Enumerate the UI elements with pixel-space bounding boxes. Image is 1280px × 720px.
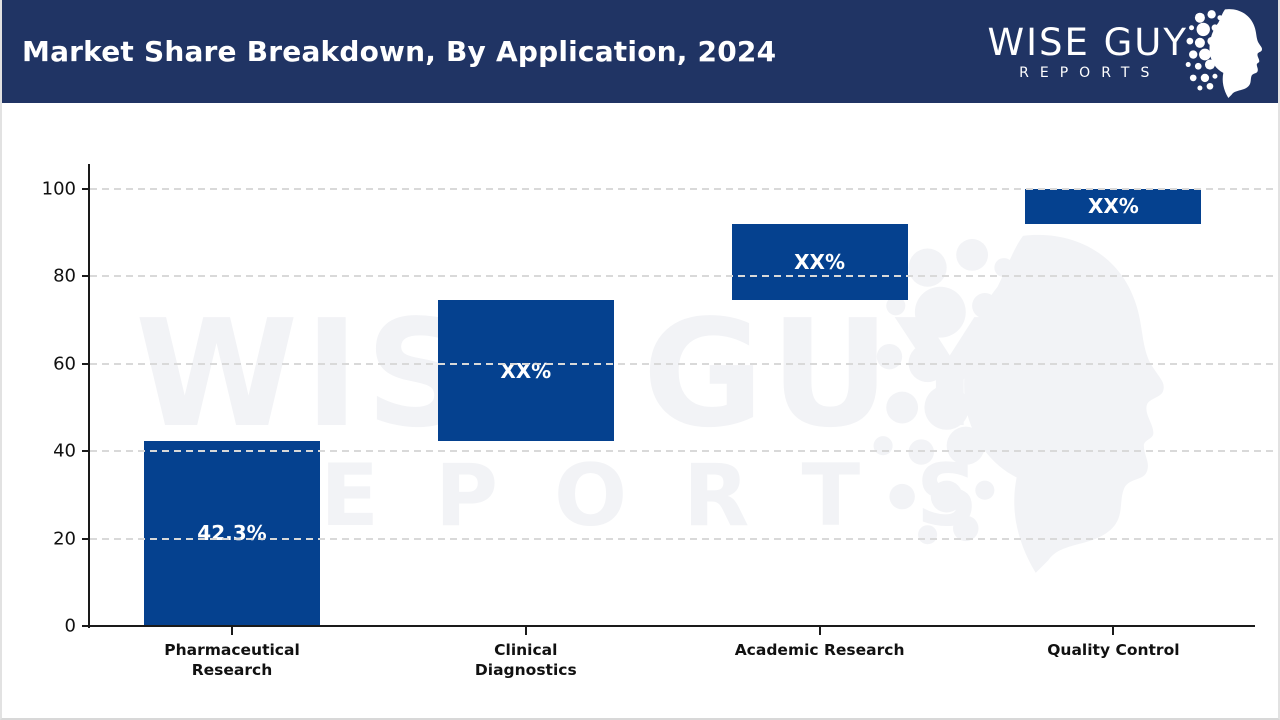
- bar-quality-control: XX%: [1025, 188, 1202, 224]
- y-tick-label-0: 0: [64, 615, 76, 637]
- gridline-100: [90, 187, 1278, 190]
- y-tick-100: [82, 187, 90, 190]
- y-tick-label-80: 80: [53, 265, 76, 287]
- y-axis-line: [88, 164, 90, 628]
- bar-pharmaceutical-research: 42.3%: [144, 440, 320, 626]
- waterfall-chart: 0 20 40 60 80 100 42.3% Pharmaceutical Research…: [2, 103, 1278, 715]
- y-tick-80: [82, 275, 90, 277]
- gridline-20: [90, 537, 1278, 540]
- brand-head-icon: [1182, 6, 1268, 98]
- gridline-60: [90, 362, 1278, 365]
- brand-wordmark: WISE GUY: [987, 20, 1188, 64]
- bar-value-label: XX%: [1087, 194, 1139, 219]
- x-axis-line: [88, 625, 1255, 627]
- y-tick-label-40: 40: [53, 440, 76, 462]
- bar-value-label: XX%: [794, 250, 846, 274]
- gridline-40: [90, 450, 1278, 452]
- x-category-label: Pharmaceutical Research: [164, 641, 300, 680]
- bar-clinical-diagnostics: XX%: [437, 300, 614, 441]
- x-tick-quality-control: [1112, 627, 1115, 635]
- y-tick-40: [82, 450, 90, 452]
- y-tick-label-20: 20: [53, 528, 76, 549]
- x-category-label: Quality Control: [1047, 641, 1180, 659]
- bar-value-label: 42.3%: [197, 521, 267, 546]
- x-tick-academic-research: [818, 627, 821, 635]
- brand-logo: WISE GUY REPORTS: [988, 6, 1268, 98]
- y-tick-0: [82, 625, 90, 627]
- gridline-80: [90, 275, 1278, 277]
- brand-logo-text: WISE GUY REPORTS: [988, 24, 1188, 80]
- y-tick-label-60: 60: [53, 353, 76, 374]
- x-category-label: Clinical Diagnostics: [474, 641, 577, 680]
- brand-subtext: REPORTS: [1019, 64, 1161, 81]
- x-category-label: Academic Research: [734, 641, 905, 659]
- x-tick-clinical-diagnostics: [524, 627, 527, 635]
- bar-academic-research: XX%: [731, 223, 908, 301]
- y-tick-20: [82, 537, 90, 540]
- page-title: Market Share Breakdown, By Application, …: [22, 35, 777, 68]
- app-header: Market Share Breakdown, By Application, …: [2, 0, 1278, 103]
- x-tick-pharmaceutical-research: [231, 627, 233, 635]
- y-tick-label-100: 100: [41, 178, 76, 199]
- y-tick-60: [82, 362, 90, 365]
